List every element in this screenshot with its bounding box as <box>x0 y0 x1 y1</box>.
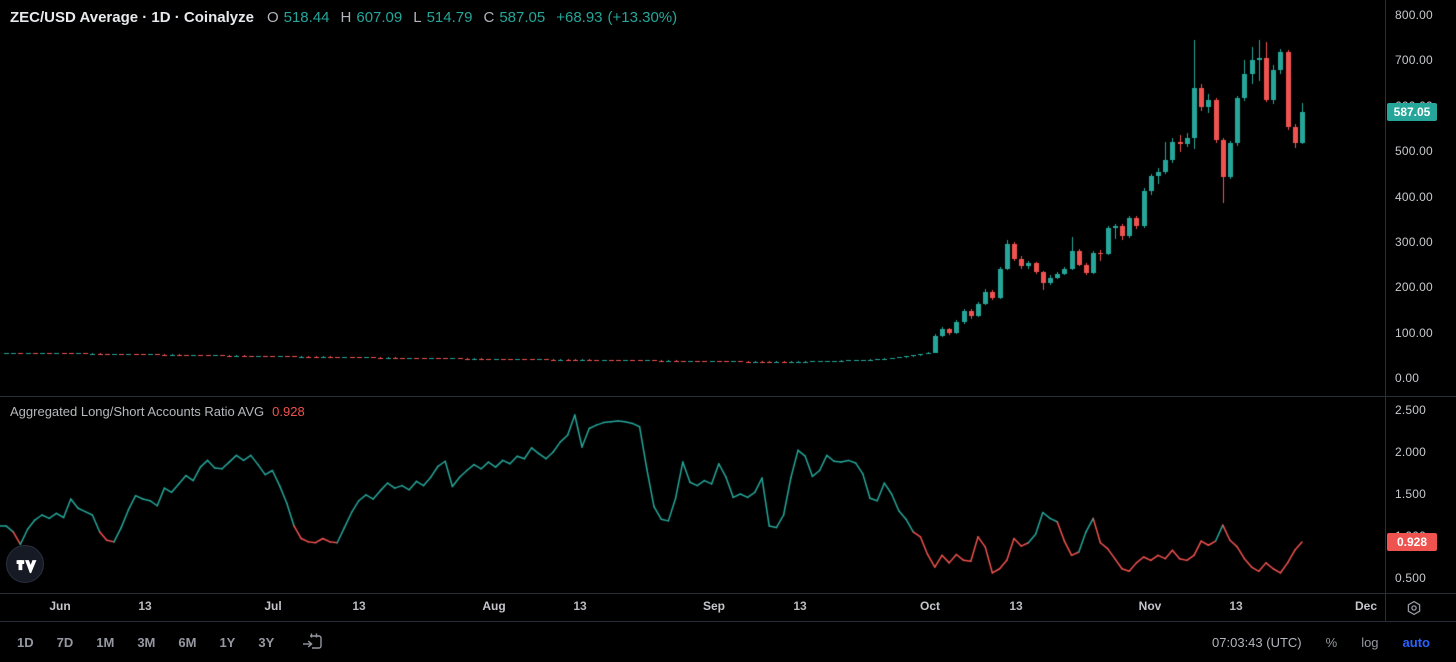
close-label: C <box>483 9 495 26</box>
time-axis-label-13: 13 <box>793 599 807 613</box>
change-percent: (+13.30%) <box>607 9 678 26</box>
price-axis-label: 300.00 <box>1395 234 1433 249</box>
time-axis-label-dec: Dec <box>1354 599 1378 613</box>
percent-scale-button[interactable]: % <box>1325 634 1338 650</box>
auto-scale-button[interactable]: auto <box>1402 634 1430 650</box>
range-button-3y[interactable]: 3Y <box>258 634 275 650</box>
high-label: H <box>340 9 352 26</box>
time-axis-separator <box>0 593 1456 594</box>
gear-icon <box>1407 600 1421 616</box>
last-price-badge: 587.05 <box>1387 102 1437 121</box>
open-value: 518.44 <box>283 9 330 26</box>
price-axis-label: 500.00 <box>1395 144 1433 159</box>
range-button-6m[interactable]: 6M <box>178 634 197 650</box>
price-axis-label: 700.00 <box>1395 53 1433 68</box>
time-axis-label-13: 13 <box>573 599 587 613</box>
range-button-group: 1D 7D 1M 3M 6M 1Y 3Y <box>10 631 290 654</box>
tradingview-logo[interactable] <box>6 545 44 583</box>
price-axis[interactable]: 800.00700.00600.00500.00400.00300.00200.… <box>1386 0 1456 621</box>
price-axis-label: 200.00 <box>1395 280 1433 295</box>
low-label: L <box>413 9 422 26</box>
range-button-1d[interactable]: 1D <box>17 634 34 650</box>
log-scale-button[interactable]: log <box>1361 634 1379 650</box>
high-value: 607.09 <box>356 9 403 26</box>
ratio-axis-label: 1.500 <box>1395 487 1427 501</box>
time-axis-label-aug: Aug <box>482 599 506 613</box>
symbol-title[interactable]: ZEC/USD Average · 1D · Coinalyze <box>10 9 254 26</box>
ratio-value-badge: 0.928 <box>1387 533 1437 552</box>
time-axis-label-nov: Nov <box>1138 599 1162 613</box>
indicator-value: 0.928 <box>272 404 305 419</box>
low-value: 514.79 <box>426 9 473 26</box>
go-to-date-icon <box>303 633 322 649</box>
symbol-header: ZEC/USD Average · 1D · Coinalyze O 518.4… <box>10 9 677 27</box>
ratio-chart-canvas[interactable] <box>0 396 1385 593</box>
price-axis-label: 0.00 <box>1395 371 1420 385</box>
pane-divider[interactable] <box>0 396 1456 397</box>
time-axis-label-jul: Jul <box>264 599 282 613</box>
indicator-header: Aggregated Long/Short Accounts Ratio AVG… <box>10 404 305 420</box>
toolbar-separator <box>0 621 1456 622</box>
range-button-7d[interactable]: 7D <box>56 634 74 650</box>
time-axis-label-13: 13 <box>1009 599 1023 613</box>
ratio-axis-label: 2.500 <box>1395 403 1427 417</box>
time-axis-label-jun: Jun <box>49 599 71 613</box>
range-button-1m[interactable]: 1M <box>96 634 115 650</box>
ratio-axis-label: 0.500 <box>1395 571 1427 585</box>
go-to-date-button[interactable] <box>302 632 324 652</box>
range-button-1y[interactable]: 1Y <box>219 634 236 650</box>
price-axis-separator <box>1385 0 1386 621</box>
open-label: O <box>266 9 279 26</box>
time-axis-label-13: 13 <box>352 599 366 613</box>
time-axis-label-13: 13 <box>1229 599 1243 613</box>
time-axis-label-oct: Oct <box>919 599 941 613</box>
indicator-title[interactable]: Aggregated Long/Short Accounts Ratio AVG <box>10 404 265 419</box>
price-chart-canvas[interactable] <box>0 0 1385 396</box>
change-absolute: +68.93 <box>556 9 603 26</box>
clock-utc[interactable]: 07:03:43 (UTC) <box>1212 634 1302 650</box>
axis-settings-button[interactable] <box>1403 597 1425 619</box>
time-axis-label-sep: Sep <box>702 599 726 613</box>
time-axis[interactable]: Jun 13 Jul 13 Aug 13 Sep 13 Oct 13 Nov 13 Dec <box>0 594 1385 621</box>
time-axis-label-13: 13 <box>138 599 152 613</box>
toolbar-right-group: 07:03:43 (UTC) % log auto <box>1212 635 1430 650</box>
tradingview-logo-icon <box>16 560 37 574</box>
close-value: 587.05 <box>499 9 546 26</box>
price-axis-label: 800.00 <box>1395 8 1433 22</box>
bottom-toolbar: 1D 7D 1M 3M 6M 1Y 3Y 07:03:43 (UTC) % log auto <box>0 622 1456 662</box>
range-button-3m[interactable]: 3M <box>137 634 156 650</box>
price-axis-label: 400.00 <box>1395 189 1433 204</box>
ratio-axis-label: 2.000 <box>1395 445 1427 459</box>
price-axis-label: 100.00 <box>1395 325 1433 340</box>
